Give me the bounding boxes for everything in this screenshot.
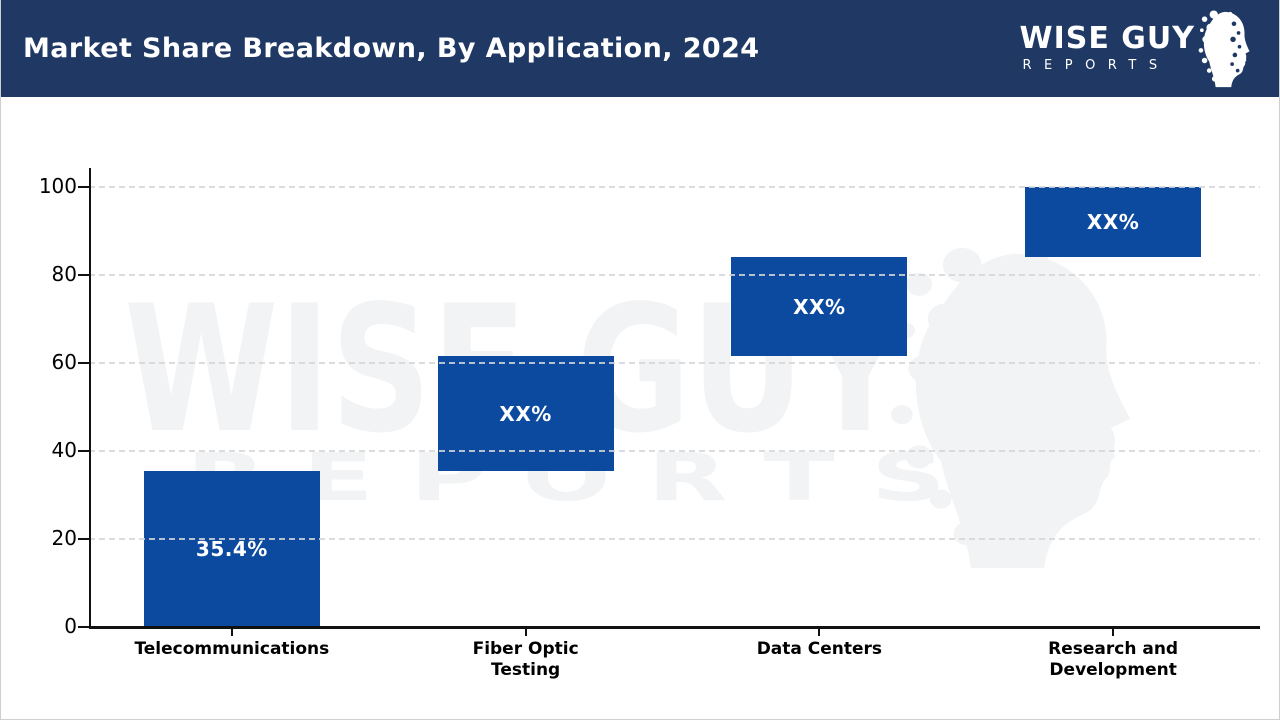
y-axis-tick-mark bbox=[78, 626, 89, 628]
y-axis-tick-label: 60 bbox=[51, 350, 77, 374]
y-axis-tick-mark bbox=[78, 450, 89, 452]
category-label-telecommunications: Telecommunications bbox=[134, 639, 330, 659]
y-axis-line bbox=[89, 168, 91, 629]
y-axis-tick-mark bbox=[78, 538, 89, 540]
gridline-80 bbox=[89, 274, 1260, 276]
bar-fiber-optic-testing: XX% bbox=[437, 356, 614, 472]
watermark-face-icon bbox=[891, 247, 1131, 569]
y-axis-tick-label: 80 bbox=[51, 262, 77, 286]
bar-data-centers: XX% bbox=[731, 257, 908, 357]
bar-value-label: XX% bbox=[1086, 210, 1140, 235]
gridline-40 bbox=[89, 450, 1260, 452]
x-axis-tick-mark bbox=[1112, 629, 1115, 636]
y-axis-tick-mark bbox=[78, 274, 89, 276]
y-axis-tick-label: 0 bbox=[64, 614, 77, 638]
category-label-data-centers: Data Centers bbox=[756, 639, 883, 659]
y-axis-tick-mark bbox=[78, 362, 89, 364]
y-axis-tick-label: 20 bbox=[51, 526, 77, 550]
x-axis-tick-mark bbox=[230, 629, 233, 636]
gridline-100 bbox=[89, 186, 1260, 188]
x-axis-tick-mark bbox=[524, 629, 527, 636]
gridline-20 bbox=[89, 538, 1260, 540]
y-axis-tick-label: 40 bbox=[51, 438, 77, 462]
page-title: Market Share Breakdown, By Application, … bbox=[23, 33, 760, 64]
bar-telecommunications: 35.4% bbox=[143, 471, 320, 627]
y-axis-tick-mark bbox=[78, 186, 89, 188]
y-axis-tick-label: 100 bbox=[38, 174, 77, 198]
gridline-60 bbox=[89, 362, 1260, 364]
x-axis-line bbox=[89, 626, 1260, 629]
brand-subname: REPORTS bbox=[1022, 58, 1170, 73]
bar-value-label: XX% bbox=[499, 401, 552, 426]
header-bar: Market Share Breakdown, By Application, … bbox=[1, 0, 1279, 97]
bar-research-and-development: XX% bbox=[1025, 187, 1202, 258]
category-label-research-and-development: Research and Development bbox=[1048, 639, 1179, 680]
brand-name: WISE GUY bbox=[1019, 21, 1195, 56]
bar-value-label: 35.4% bbox=[195, 537, 268, 562]
x-axis-tick-mark bbox=[818, 629, 821, 636]
category-label-fiber-optic-testing: Fiber Optic Testing bbox=[472, 639, 579, 680]
wiseguy-face-icon bbox=[1198, 9, 1250, 87]
brand-logo: WISE GUY REPORTS bbox=[1019, 9, 1259, 88]
bar-value-label: XX% bbox=[793, 294, 846, 319]
